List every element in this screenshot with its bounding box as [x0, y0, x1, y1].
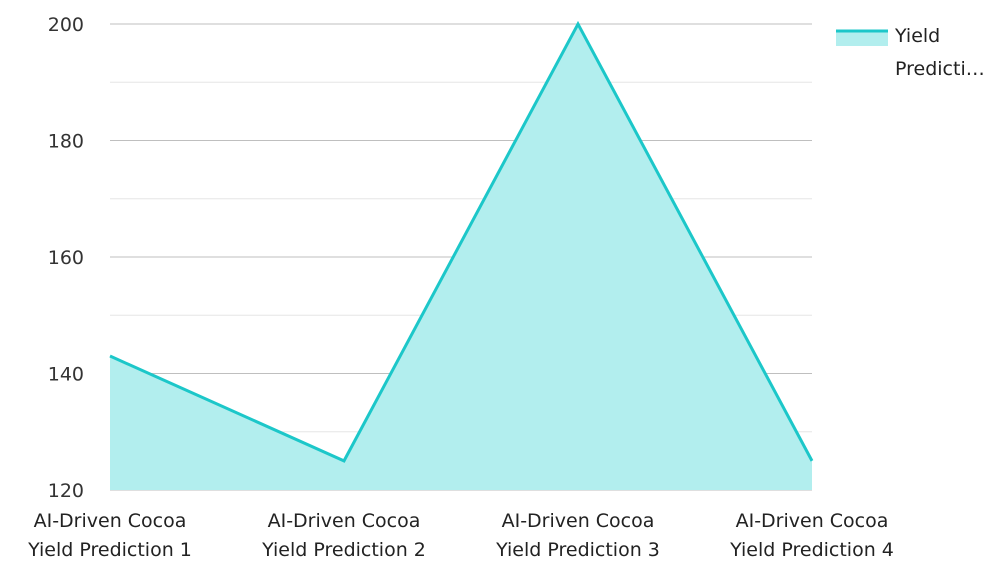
- x-tick-label: AI-Driven Cocoa Yield Prediction 1: [27, 510, 192, 561]
- x-axis-ticks: AI-Driven Cocoa Yield Prediction 1 AI-Driv…: [27, 510, 894, 561]
- series-area-fill: [110, 24, 812, 490]
- y-tick-label: 200: [48, 14, 84, 36]
- y-tick-label: 120: [48, 480, 84, 502]
- x-tick-label: AI-Driven Cocoa Yield Prediction 4: [729, 510, 894, 561]
- y-tick-label: 180: [48, 131, 84, 153]
- x-tick-label: AI-Driven Cocoa Yield Prediction 2: [261, 510, 426, 561]
- legend-label-continued: Predicti…: [895, 58, 985, 80]
- legend: Yield Predicti…: [836, 25, 985, 80]
- x-tick-label: AI-Driven Cocoa Yield Prediction 3: [495, 510, 660, 561]
- legend-label: Yield: [894, 25, 940, 47]
- legend-swatch: [836, 30, 888, 46]
- series-line: [109, 20, 814, 463]
- y-tick-label: 140: [48, 364, 84, 386]
- y-tick-label: 160: [48, 247, 84, 269]
- y-axis-ticks: 120 140 160 180 200: [48, 14, 84, 502]
